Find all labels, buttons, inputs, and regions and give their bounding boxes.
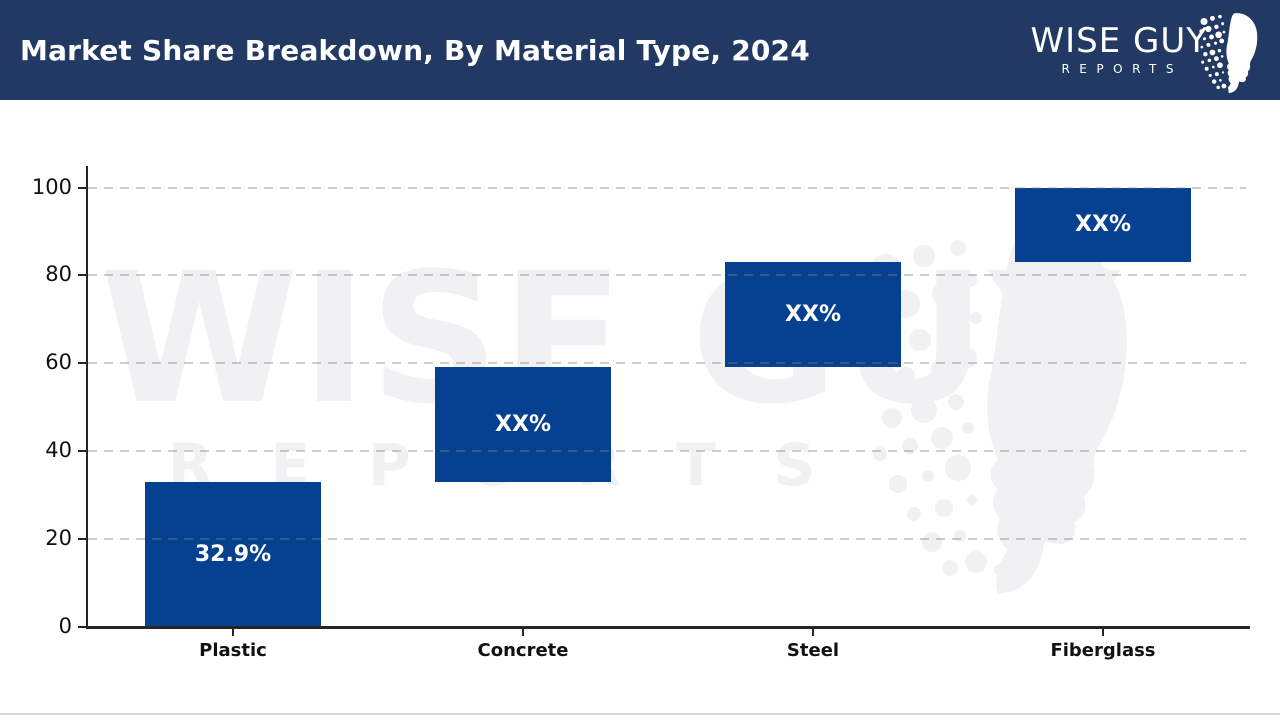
gridline-100 (88, 186, 1246, 189)
bar-value-label: XX% (785, 302, 841, 328)
y-tick-label-100: 100 (31, 174, 72, 199)
y-tick-label-40: 40 (45, 438, 72, 463)
x-tick-label-plastic: Plastic (199, 640, 267, 661)
x-tick-label-concrete: Concrete (477, 640, 569, 661)
x-tick-label-fiberglass: Fiberglass (1050, 640, 1156, 661)
brand-logo: WISE GUY REPORTS (1030, 6, 1268, 94)
y-tick-20 (78, 538, 86, 541)
bar-value-label: 32.9% (194, 542, 272, 568)
y-tick-60 (78, 362, 86, 365)
gridline-80 (88, 274, 1246, 277)
x-tick-plastic (232, 629, 234, 636)
page-bottom-rule (0, 713, 1280, 715)
page-title: Market Share Breakdown, By Material Type… (20, 33, 810, 67)
header: Market Share Breakdown, By Material Type… (0, 0, 1280, 100)
y-tick-40 (78, 450, 86, 453)
y-axis-line (86, 166, 88, 628)
y-tick-80 (78, 274, 86, 277)
plot-area: 32.9% XX% XX% XX% 0 20 40 60 80 100 Plastic Concret… (32, 166, 1250, 661)
y-tick-label-20: 20 (45, 526, 72, 551)
brand-name: WISE GUY (1030, 21, 1208, 62)
bar-value-label: XX% (1075, 212, 1131, 238)
x-tick-label-steel: Steel (786, 640, 840, 661)
bar-steel: XX% (725, 262, 901, 367)
y-tick-0 (78, 626, 86, 628)
gridline-60 (88, 362, 1246, 365)
chart-area: WISE GUY REPORTS 32.9%XX%XX%XX%020406080… (0, 100, 1280, 720)
y-tick-label-0: 0 (58, 614, 72, 638)
y-tick-label-60: 60 (45, 350, 72, 375)
bar-fiberglass: XX% (1015, 187, 1191, 263)
brand-subname: REPORTS (1061, 61, 1183, 76)
bar-value-label: XX% (495, 412, 551, 438)
brand-face-icon (1199, 13, 1258, 94)
y-tick-100 (78, 186, 86, 189)
bar-concrete: XX% (435, 366, 611, 483)
x-axis-line (86, 626, 1250, 629)
gridline-20 (88, 538, 1246, 541)
y-tick-label-80: 80 (45, 262, 72, 287)
x-tick-concrete (522, 629, 524, 636)
bar-plastic: 32.9% (145, 482, 321, 627)
x-tick-steel (812, 629, 814, 636)
brand-logo-text: WISE GUY REPORTS (1030, 21, 1208, 76)
gridline-40 (88, 450, 1246, 453)
x-tick-fiberglass (1102, 629, 1104, 636)
